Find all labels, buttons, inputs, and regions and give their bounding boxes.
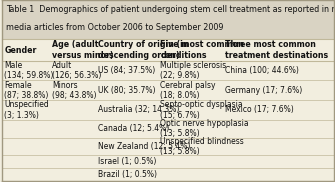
Text: Gender: Gender <box>4 46 37 55</box>
Text: Cerebral palsy
(18; 8.0%): Cerebral palsy (18; 8.0%) <box>160 80 216 100</box>
Text: Brazil (1; 0.5%): Brazil (1; 0.5%) <box>98 170 157 179</box>
Text: China (100; 44.6%): China (100; 44.6%) <box>225 66 299 75</box>
Text: Germany (17; 7.6%): Germany (17; 7.6%) <box>225 86 303 95</box>
Text: Three most common
treatment destinations: Three most common treatment destinations <box>225 40 329 60</box>
Text: Australia (32; 14.3%): Australia (32; 14.3%) <box>98 105 180 114</box>
FancyBboxPatch shape <box>2 0 334 39</box>
Text: Table 1  Demographics of patient undergoing stem cell treatment as reported in n: Table 1 Demographics of patient undergoi… <box>6 5 335 14</box>
Text: Israel (1; 0.5%): Israel (1; 0.5%) <box>98 157 156 166</box>
Text: Optic nerve hypoplasia
(13; 5.8%): Optic nerve hypoplasia (13; 5.8%) <box>160 119 249 138</box>
Text: Unspecified blindness
(13; 5.8%): Unspecified blindness (13; 5.8%) <box>160 137 244 156</box>
Text: Age (adult
versus minor): Age (adult versus minor) <box>52 40 114 60</box>
Text: media articles from October 2006 to September 2009: media articles from October 2006 to Sept… <box>6 23 223 32</box>
Text: Five most common
conditions: Five most common conditions <box>160 40 244 60</box>
Text: Septo-optic dysplasia
(15; 6.7%): Septo-optic dysplasia (15; 6.7%) <box>160 100 243 120</box>
Text: Male
(134; 59.8%): Male (134; 59.8%) <box>4 61 54 80</box>
Text: Female
(87; 38.8%): Female (87; 38.8%) <box>4 80 49 100</box>
Text: Adult
(126; 56.3%): Adult (126; 56.3%) <box>52 61 102 80</box>
Text: US (84; 37.5%): US (84; 37.5%) <box>98 66 155 75</box>
Text: UK (80; 35.7%): UK (80; 35.7%) <box>98 86 156 95</box>
Text: Country of origin (in
descending order): Country of origin (in descending order) <box>98 40 189 60</box>
Text: Canada (12; 5.4%): Canada (12; 5.4%) <box>98 124 170 133</box>
Text: Mexico (17; 7.6%): Mexico (17; 7.6%) <box>225 105 294 114</box>
Text: New Zealand (12; 5.4%): New Zealand (12; 5.4%) <box>98 142 191 151</box>
Text: Unspecified
(3; 1.3%): Unspecified (3; 1.3%) <box>4 100 49 120</box>
Text: Multiple sclerosis
(22; 9.8%): Multiple sclerosis (22; 9.8%) <box>160 61 226 80</box>
Text: Minors
(98; 43.8%): Minors (98; 43.8%) <box>52 80 97 100</box>
